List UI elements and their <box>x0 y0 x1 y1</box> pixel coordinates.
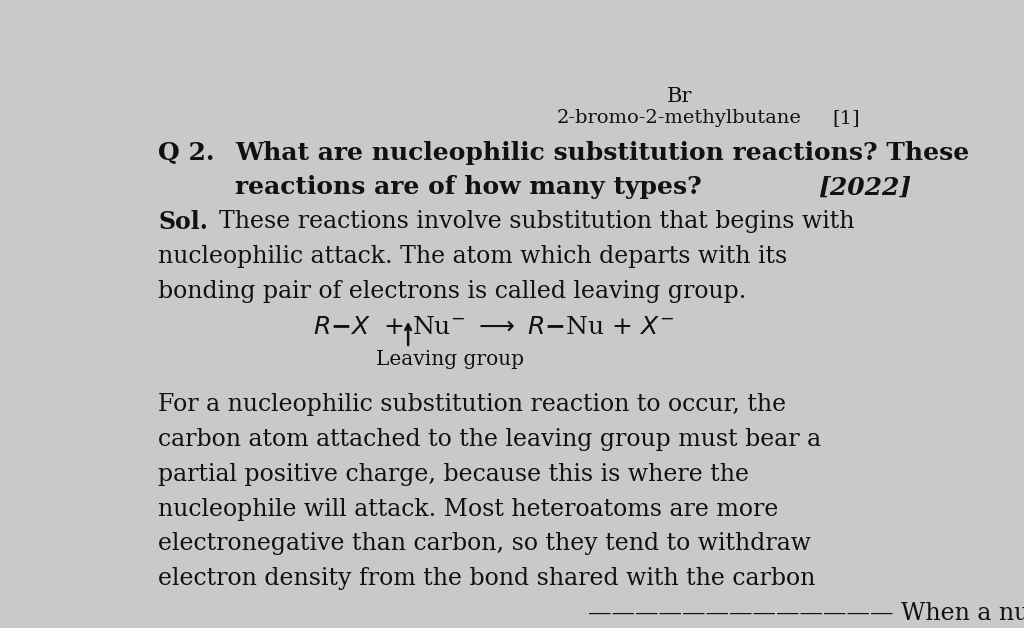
Text: electronegative than carbon, so they tend to withdraw: electronegative than carbon, so they ten… <box>158 533 811 555</box>
Text: nucleophile will attack. Most heteroatoms are more: nucleophile will attack. Most heteroatom… <box>158 497 778 521</box>
Text: carbon atom attached to the leaving group must bear a: carbon atom attached to the leaving grou… <box>158 428 821 451</box>
Text: These reactions involve substitution that begins with: These reactions involve substitution tha… <box>219 210 855 233</box>
Text: Sol.: Sol. <box>158 210 208 234</box>
Text: Br: Br <box>667 87 692 107</box>
Text: reactions are of how many types?: reactions are of how many types? <box>236 175 701 200</box>
Text: bonding pair of electrons is called leaving group.: bonding pair of electrons is called leav… <box>158 280 746 303</box>
Text: Q 2.: Q 2. <box>158 141 215 165</box>
Text: [1]: [1] <box>833 109 860 127</box>
Text: electron density from the bond shared with the carbon: electron density from the bond shared wi… <box>158 567 815 590</box>
Text: 2-bromo-2-methylbutane: 2-bromo-2-methylbutane <box>557 109 802 127</box>
Text: What are nucleophilic substitution reactions? These: What are nucleophilic substitution react… <box>236 141 970 165</box>
Text: [2022]: [2022] <box>818 175 911 200</box>
Text: $\mathit{R}$$\mathbf{-}$$\mathit{X}$$\;$ + Nu$^{-}$ $\longrightarrow$ $\mathit{R: $\mathit{R}$$\mathbf{-}$$\mathit{X}$$\;$… <box>312 317 674 340</box>
Text: Leaving group: Leaving group <box>377 350 524 369</box>
Text: For a nucleophilic substitution reaction to occur, the: For a nucleophilic substitution reaction… <box>158 393 786 416</box>
Text: nucleophilic attack. The atom which departs with its: nucleophilic attack. The atom which depa… <box>158 245 787 268</box>
Text: partial positive charge, because this is where the: partial positive charge, because this is… <box>158 463 750 485</box>
Text: ————————————— When a nucleophile: ————————————— When a nucleophile <box>588 602 1024 625</box>
